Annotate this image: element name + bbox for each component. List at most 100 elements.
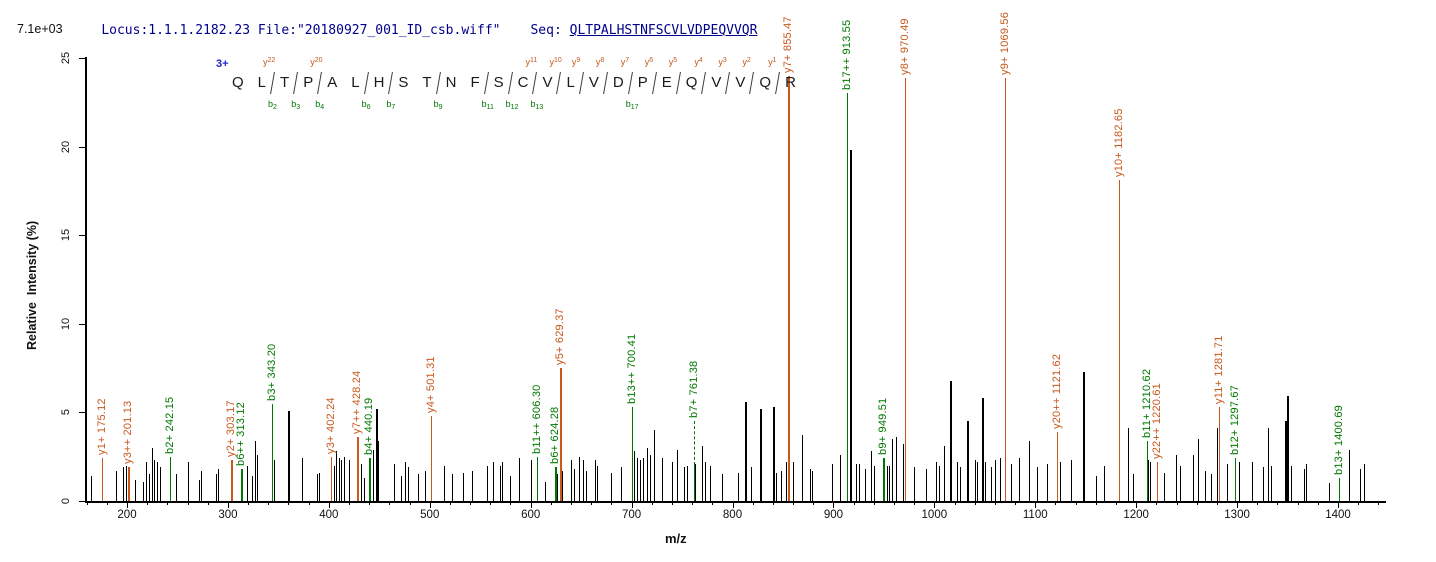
b-ion-peak (241, 469, 243, 501)
spectrum-peak (1226, 463, 1228, 501)
x-major-tick (732, 501, 734, 508)
spectrum-peak (316, 474, 318, 501)
spectrum-peak (361, 463, 363, 501)
cleavage-slash (749, 72, 755, 94)
y-ion-site-label: y6 (644, 57, 654, 67)
spectrum-peak (812, 470, 814, 501)
spectrum-peak (502, 462, 504, 501)
spectrum-peak (639, 460, 641, 501)
x-minor-tick (1378, 501, 1380, 505)
spectrum-peak (661, 458, 663, 501)
peptide-residue: S (398, 74, 409, 91)
spectrum-peak (154, 460, 156, 501)
spectrum-peak (255, 440, 257, 501)
x-minor-tick (86, 501, 88, 505)
spectrum-peak (895, 437, 897, 501)
cleavage-slash (483, 72, 489, 94)
cleavage-site-mark: y9 (572, 57, 587, 96)
peptide-residue: Q (232, 74, 244, 91)
x-minor-tick (974, 501, 976, 505)
spectrum-peak (1284, 421, 1287, 501)
cleavage-site-mark: y22 b2 (263, 57, 278, 111)
spectrum-peak (653, 430, 655, 501)
x-major-tick (530, 501, 532, 508)
spectrum-peak (849, 150, 852, 501)
spectrum-peak (404, 462, 406, 501)
spectrum-peak (401, 476, 403, 501)
cleavage-site-mark: b7 (386, 70, 396, 111)
spectrum-peak (695, 463, 697, 501)
x-major-tick (1035, 501, 1037, 508)
b-ion-peak (555, 467, 557, 501)
cleavage-slash (701, 72, 707, 94)
spectrum-peak (1029, 440, 1031, 501)
x-minor-tick (207, 501, 209, 505)
x-major-tick (1237, 501, 1239, 508)
peptide-residue: E (661, 74, 672, 91)
b-ion-site-label: b13 (530, 99, 544, 111)
spectrum-peak (936, 462, 938, 501)
y-ion-peak (1218, 407, 1221, 501)
spectrum-peak (157, 462, 159, 501)
spectrum-peak (744, 401, 747, 501)
x-minor-tick (1095, 501, 1097, 505)
x-major-tick (1136, 501, 1138, 508)
spectrum-peak (1148, 460, 1150, 501)
spectrum-peak (198, 479, 200, 501)
cleavage-slash (317, 72, 323, 94)
spectrum-peak (1268, 428, 1270, 501)
y-ion-site-label: y5 (668, 57, 678, 67)
spectrum-peak (974, 460, 976, 501)
x-minor-tick (712, 501, 714, 505)
spectrum-peak (595, 460, 597, 501)
spectrum-peak (642, 458, 644, 501)
x-minor-tick (752, 501, 754, 505)
y-ion-peak (904, 77, 906, 501)
spectrum-peak (561, 470, 563, 501)
spectrum-peak (343, 456, 345, 501)
spectrum-peak (1103, 465, 1105, 501)
x-minor-tick (1196, 501, 1198, 505)
spectrum-peak (318, 472, 320, 501)
b-ion-peak-label: b13++ 700.41 (625, 333, 638, 405)
spectrum-peak (750, 467, 752, 501)
y-tick-label: 10 (60, 317, 72, 330)
y-tick-label: 25 (60, 51, 72, 65)
y-ion-peak-label: y8+ 970.49 (898, 17, 911, 75)
cleavage-site-mark: y8 (596, 57, 611, 96)
spectrum-peak (737, 472, 739, 501)
spectrum-peak (378, 440, 380, 501)
x-minor-tick (1156, 501, 1158, 505)
y-ion-peak-label: y7++ 428.24 (351, 370, 364, 435)
cleavage-slash (293, 72, 299, 94)
spectrum-peak (888, 465, 890, 501)
y-tick (79, 412, 86, 414)
y-tick (79, 235, 86, 237)
x-minor-tick (813, 501, 815, 505)
spectrum-peak (966, 421, 969, 501)
spectrum-peak (684, 467, 686, 501)
b-ion-peak-label: b2+ 242.15 (163, 396, 176, 454)
y-ion-peak (1004, 77, 1006, 501)
peptide-residue: F (470, 74, 480, 91)
y-ion-peak (1118, 180, 1121, 501)
b-ion-peak-label: b4+ 440.19 (363, 398, 376, 456)
x-tick-label: 800 (722, 509, 743, 521)
spectrum-peak (1271, 465, 1273, 501)
x-minor-tick (692, 501, 694, 505)
b-ion-site-label: b2 (268, 99, 277, 111)
y-tick-label: 0 (60, 497, 72, 505)
y-ion-peak (560, 368, 562, 501)
peptide-residue: H (373, 74, 385, 91)
spectrum-peak (772, 407, 775, 501)
y-tick (79, 501, 86, 502)
seq-value-link[interactable]: QLTPALHSTNFSCVLVDPEQVVQR (569, 23, 758, 38)
y-axis-line (85, 57, 87, 502)
spectrum-peak (621, 467, 623, 501)
cleavage-slash (435, 72, 441, 94)
spectrum-peak (463, 472, 465, 501)
spectrum-peak (994, 460, 996, 501)
cleavage-slash (725, 72, 731, 94)
spectrum-peak (1095, 476, 1097, 501)
